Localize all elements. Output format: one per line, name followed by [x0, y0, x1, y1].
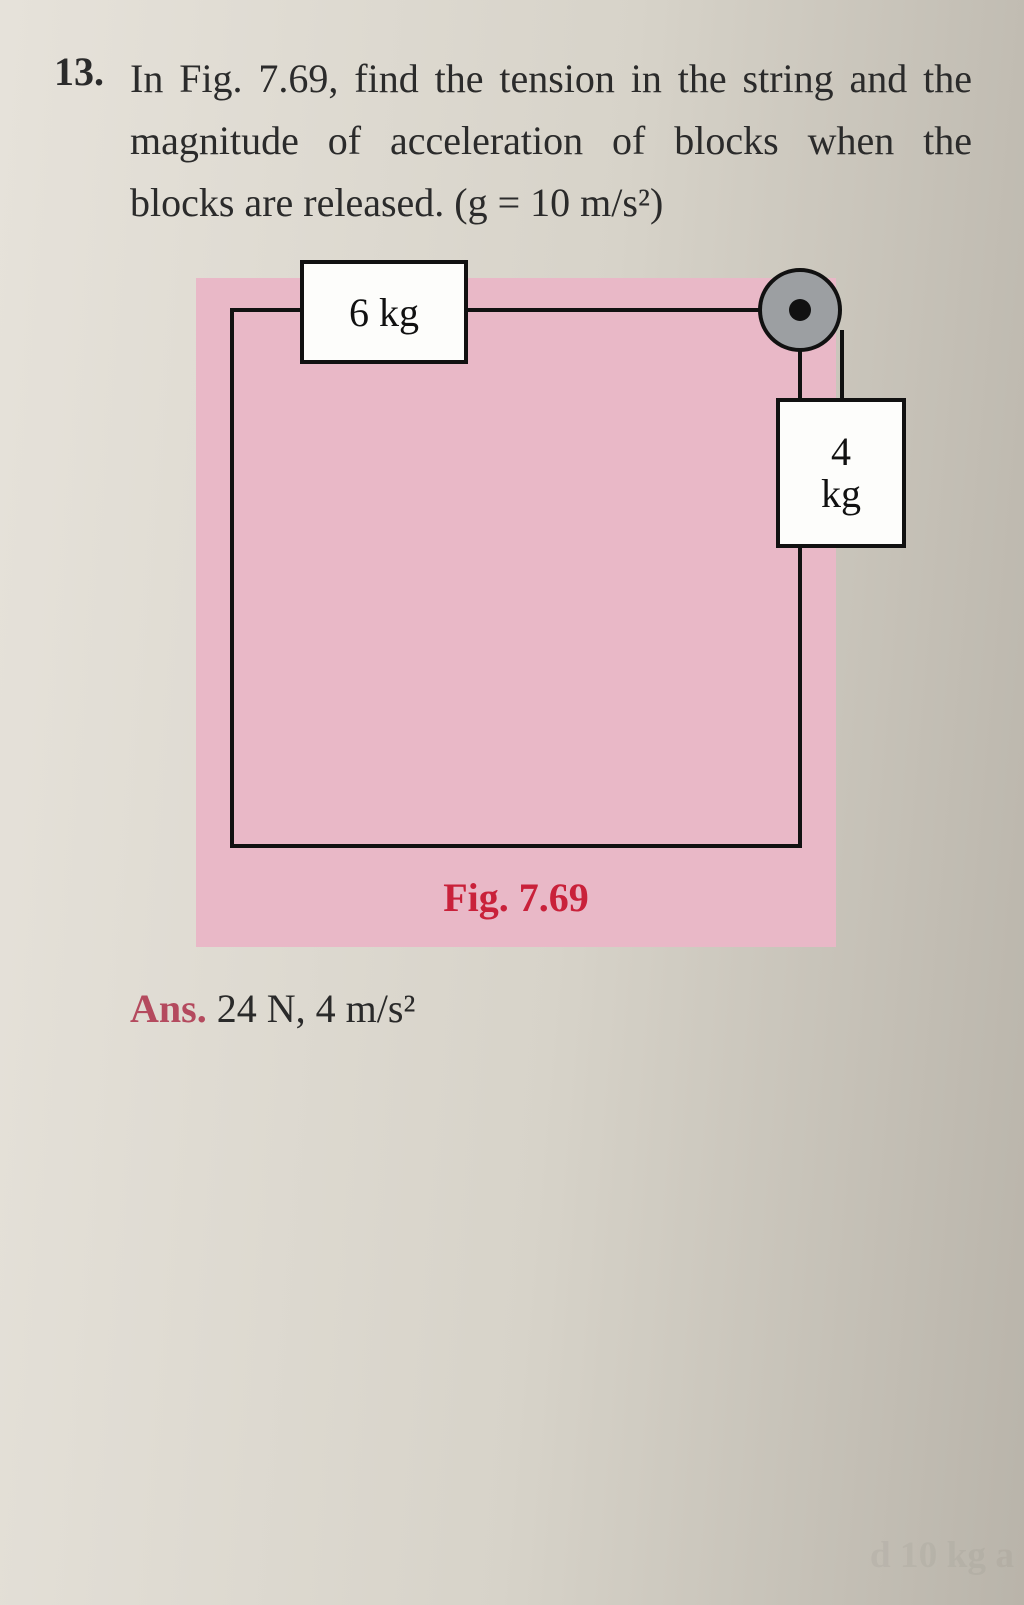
answer-label: Ans. [130, 986, 207, 1031]
block-4kg-label-line2: kg [821, 473, 861, 515]
figure-caption: Fig. 7.69 [230, 874, 802, 921]
pulley-axle [789, 299, 811, 321]
block-6kg-label: 6 kg [349, 289, 419, 336]
table-rect: 6 kg 4 kg [230, 308, 802, 848]
string-horizontal [468, 308, 790, 312]
answer-line: Ans. 24 N, 4 m/s² [130, 985, 972, 1032]
block-4kg: 4 kg [776, 398, 906, 548]
page: 13. In Fig. 7.69, find the tension in th… [0, 0, 1024, 1605]
block-4kg-label-line1: 4 [831, 431, 851, 473]
bleed-text-right: d 10 kg a [870, 1534, 1014, 1577]
figure-panel: 6 kg 4 kg Fig. 7.69 [196, 278, 836, 947]
question-block: 13. In Fig. 7.69, find the tension in th… [60, 48, 972, 234]
answer-text: 24 N, 4 m/s² [207, 986, 416, 1031]
question-number: 13. [54, 48, 104, 95]
question-text: In Fig. 7.69, find the tension in the st… [130, 48, 972, 234]
block-6kg: 6 kg [300, 260, 468, 364]
string-vertical [840, 330, 844, 402]
